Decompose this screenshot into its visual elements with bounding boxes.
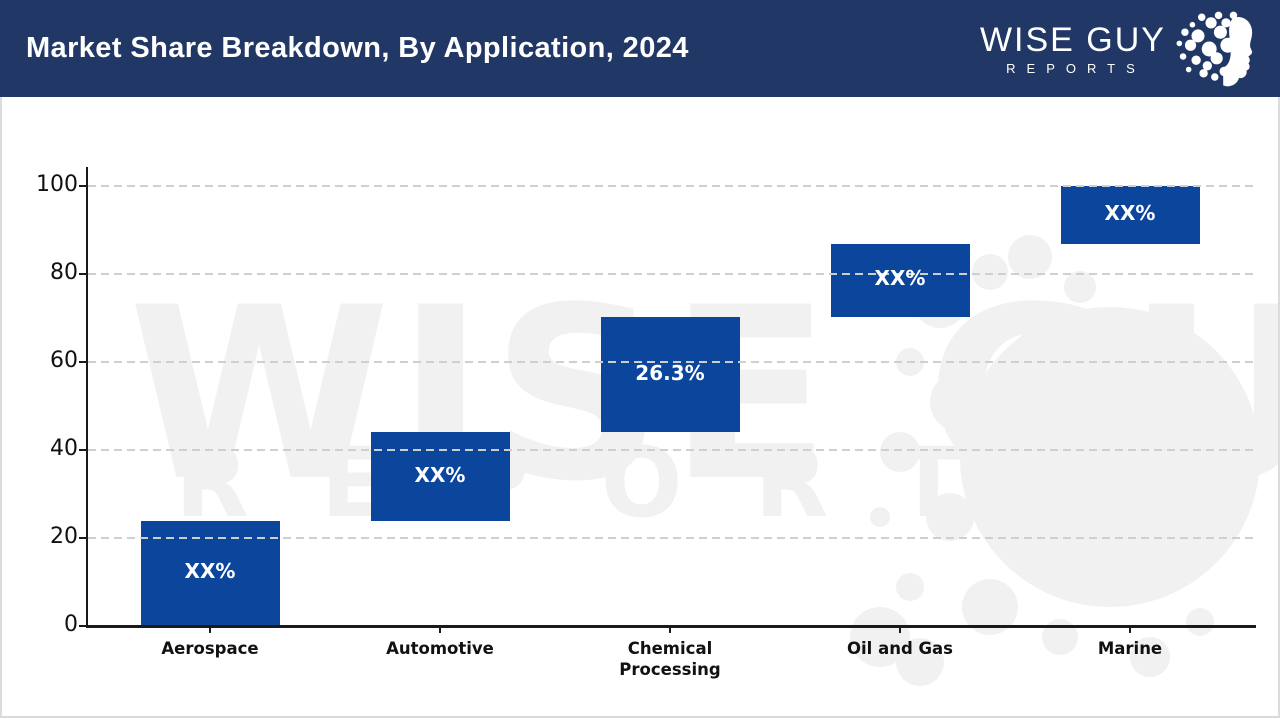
x-category-label: Chemical Processing [619,639,721,679]
frame-border-bottom [0,716,1280,718]
y-tick-mark [79,625,87,627]
brand-logo-text: WISE GUY REPORTS [980,23,1166,75]
brand-name: WISE GUY [979,20,1166,59]
x-category-label: Oil and Gas [846,639,954,658]
x-tick-mark [669,626,671,633]
y-tick-label: 80 [50,260,78,285]
bar-marine [1060,186,1200,244]
gridline [88,361,1256,363]
bar-automotive [370,432,510,521]
y-tick-mark [79,273,87,275]
head-dots-icon [1176,11,1253,86]
bar-value-label: XX% [1104,200,1156,225]
gridline [88,273,1256,275]
y-tick-mark [79,537,87,539]
chart-title: Market Share Breakdown, By Application, … [26,32,689,64]
bar-oil-and-gas [830,243,970,317]
frame-border-right [1278,97,1280,718]
bar-value-label: 26.3% [635,360,705,385]
x-axis-line [86,625,1256,628]
y-tick-label: 60 [50,348,78,373]
y-tick-label: 100 [36,172,78,197]
header: Market Share Breakdown, By Application, … [0,0,1280,97]
y-tick-mark [79,361,87,363]
y-tick-label: 40 [50,436,78,461]
y-tick-mark [79,185,87,187]
bar-value-label: XX% [414,462,466,487]
bar-value-label: XX% [874,266,926,291]
gridline [88,449,1256,451]
frame-border-left [0,97,2,718]
brand-subname: REPORTS [1006,60,1146,76]
y-axis-line [86,167,88,627]
bar-chemical-processing [600,316,740,433]
gridline [88,185,1256,187]
x-category-label: Automotive [386,639,494,658]
chart-area: WISE GUY REPORTS XX%XX%26.3%XX%XX%020406… [0,97,1280,720]
x-tick-mark [899,626,901,633]
y-tick-label: 20 [50,524,78,549]
y-tick-label: 0 [64,612,78,637]
brand-logo: WISE GUY REPORTS [980,7,1254,91]
x-category-label: Marine [1097,639,1163,658]
x-tick-mark [209,626,211,633]
x-tick-mark [1129,626,1131,633]
x-category-label: Aerospace [161,639,259,658]
bar-value-label: XX% [184,559,236,584]
gridline [88,537,1256,539]
y-tick-mark [79,449,87,451]
x-tick-mark [439,626,441,633]
